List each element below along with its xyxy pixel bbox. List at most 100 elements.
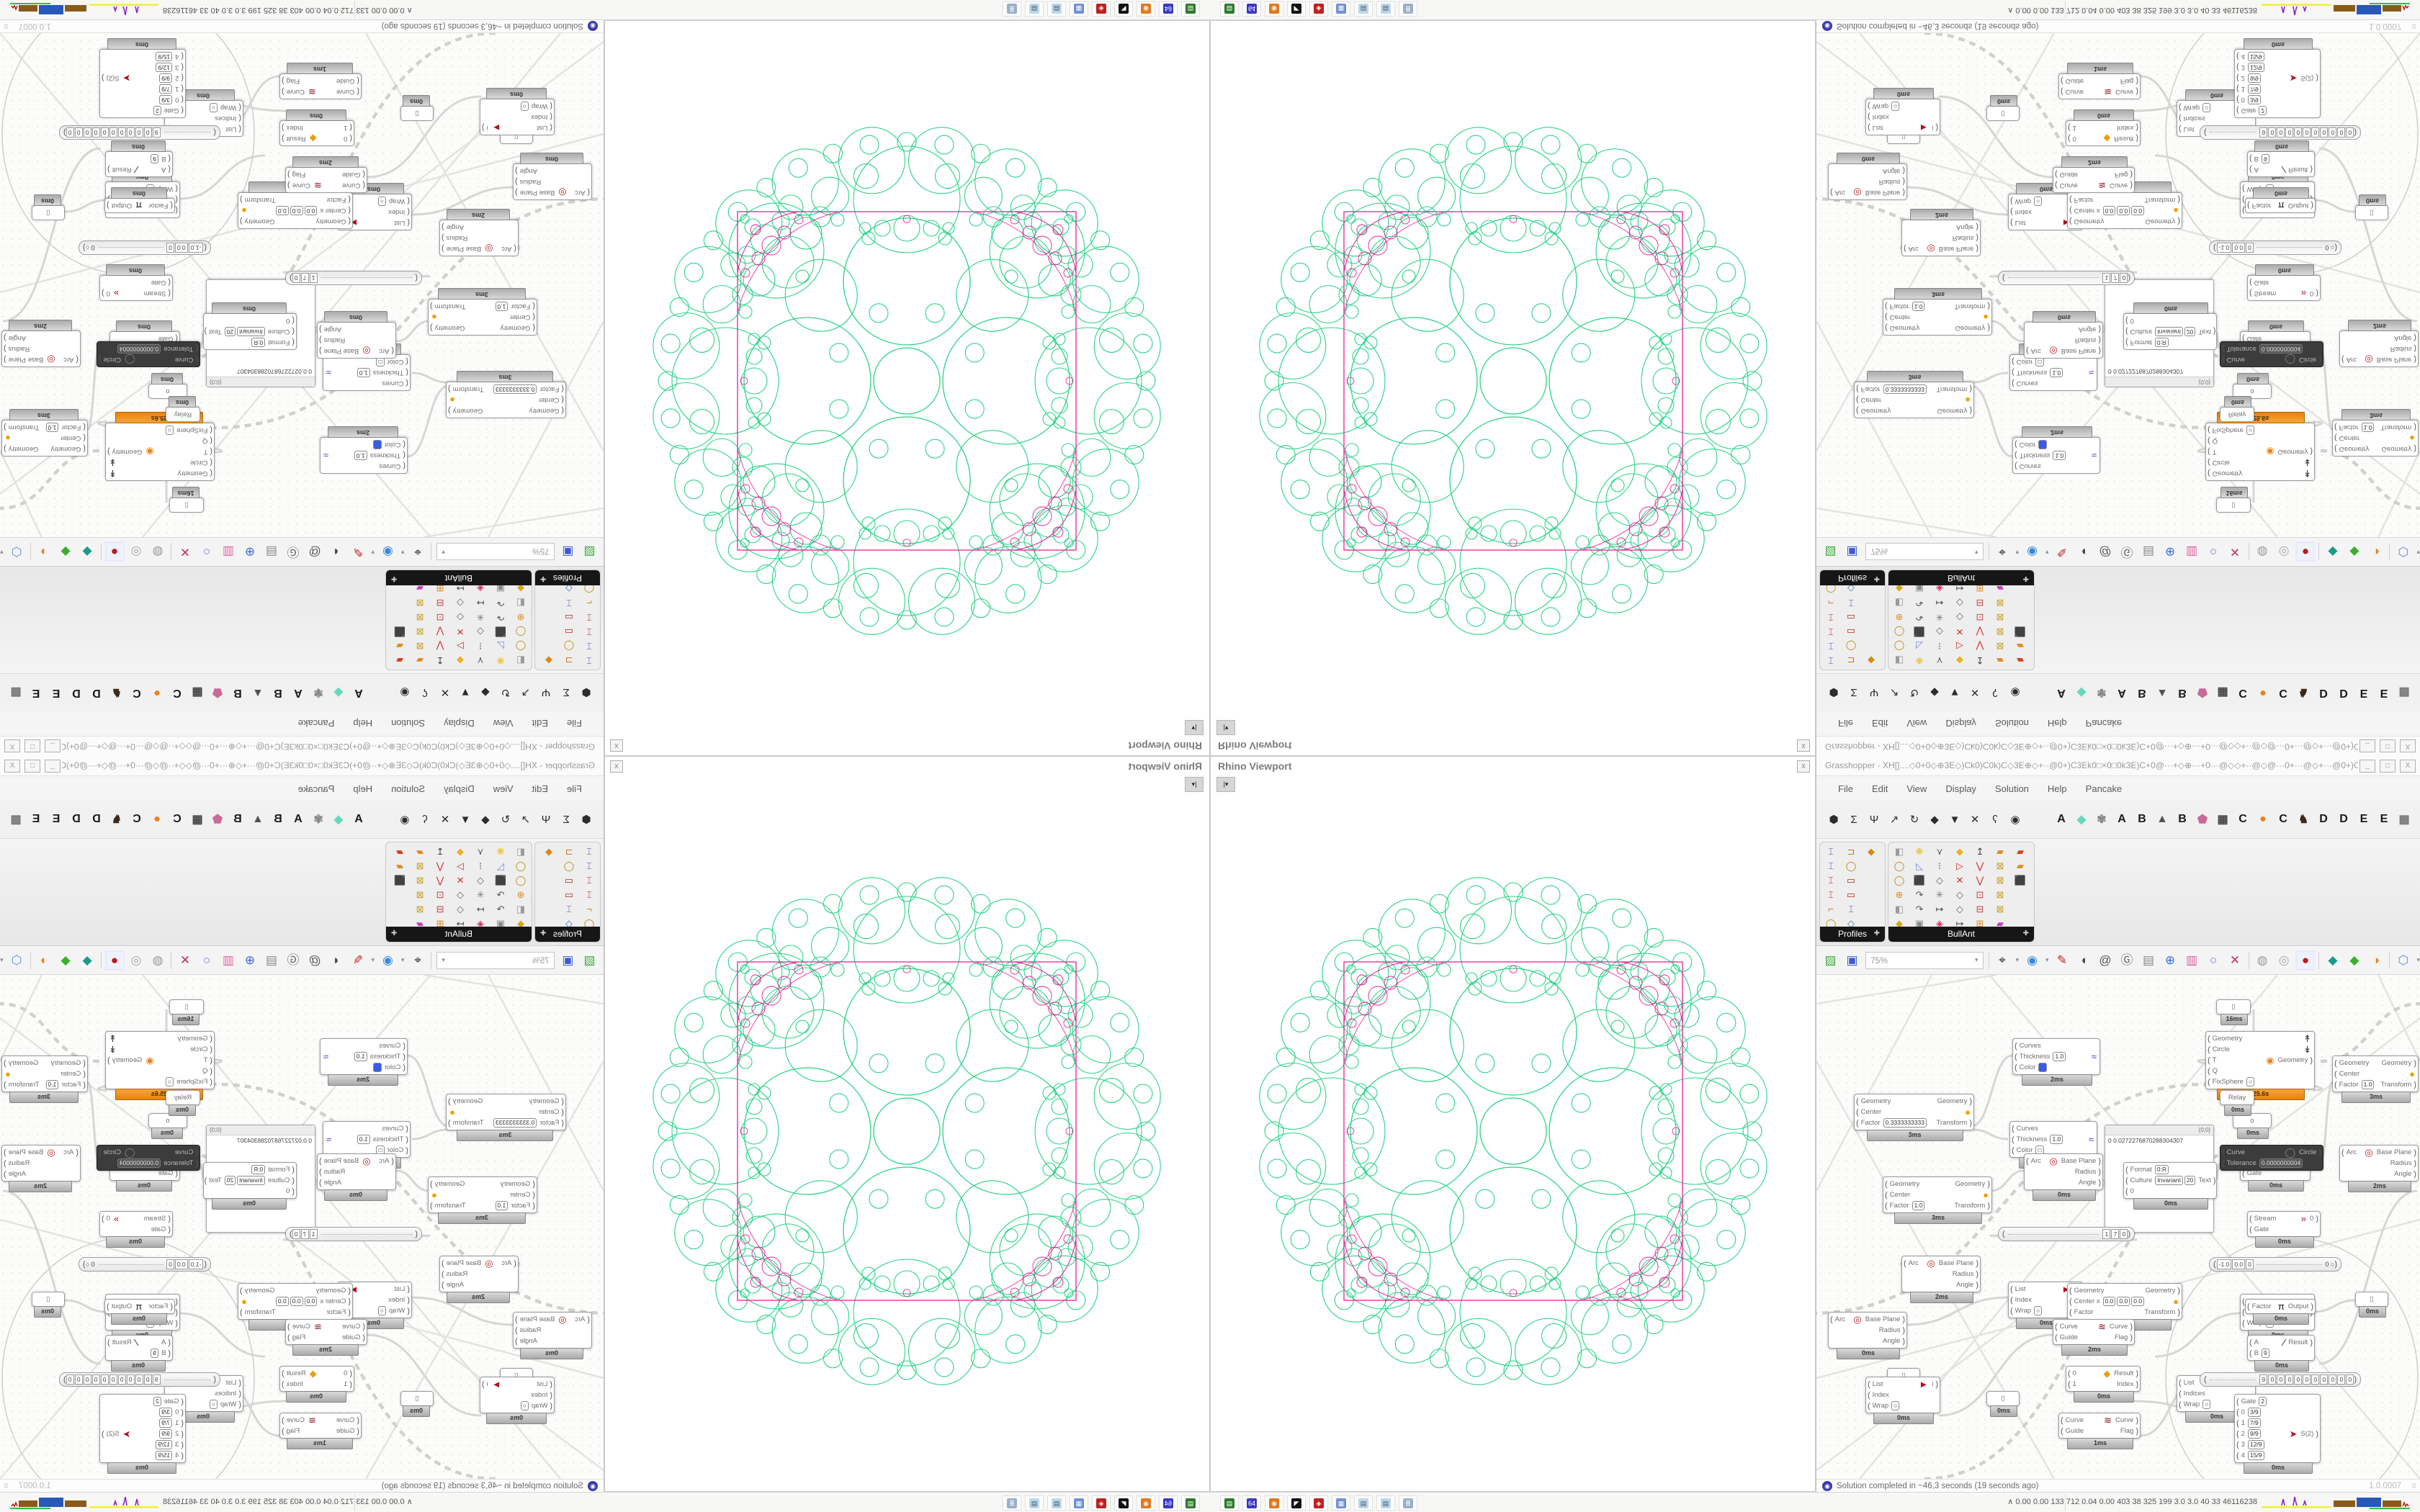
menu-item-file[interactable]: File (567, 783, 582, 794)
component-icon[interactable]: ⌐ (586, 598, 592, 608)
component-icon[interactable]: ⌶ (1828, 655, 1834, 666)
component-icon[interactable]: ↦ (1935, 904, 1944, 914)
gh-param-tab-8[interactable]: ʕ (422, 813, 428, 826)
gh-plugin-tab-14[interactable]: D (2339, 813, 2348, 825)
expand-icon[interactable]: ✚ (391, 575, 398, 582)
ring-display-icon[interactable]: ◎ (2278, 953, 2290, 967)
gh-plugin-tab-13[interactable]: D (2319, 813, 2328, 825)
component-icon[interactable]: ◧ (516, 846, 526, 857)
red-display-icon[interactable]: ● (2295, 541, 2316, 562)
taskbar[interactable]: ▤ 64 ◉ ◤ ◈ ▦ ▤ ▤ ≣ ∧ 0.00 0.00 133 712 0.04 0.00… (0, 1492, 1210, 1512)
component-icon[interactable]: ◇ (457, 598, 464, 608)
gh-param-tab-9[interactable]: ◉ (400, 814, 410, 826)
chevron-down-icon[interactable]: ▾ (0, 956, 4, 963)
gh-titlebar[interactable]: Grasshopper - XH[]....◇0+0◇⊕3E◇)Ck0)C0k)… (1816, 736, 2420, 756)
ribbon-group-label[interactable]: BullAnt ✚ (1888, 570, 2034, 585)
gh-plugin-tab-7[interactable]: ⬟ (2197, 814, 2208, 826)
gh-plugin-tab-16[interactable]: E (32, 687, 40, 699)
component-icon[interactable]: ⊡ (1976, 612, 1984, 623)
drive-icon[interactable]: ▤ (1220, 1495, 1239, 1511)
component-icon[interactable]: ▰ (2017, 846, 2024, 857)
component-icon[interactable]: ⌶ (1828, 875, 1834, 886)
scroll-icon[interactable]: ≣ (1399, 1495, 1417, 1511)
gh-param-tab-6[interactable]: ▼ (1949, 686, 1960, 699)
component-icon[interactable]: ↥ (1976, 846, 1984, 857)
gh-node-pick-0ms[interactable]: (0 ◆ Result)(1 Index) 0ms (279, 1366, 354, 1403)
lightbulb-icon[interactable]: ○ (2209, 953, 2218, 967)
gh-node-pi-node[interactable]: (Factor π Output) 0ms (104, 187, 175, 213)
component-icon[interactable]: ⊐ (565, 846, 573, 857)
gh-plugin-tab-16[interactable]: E (2380, 813, 2388, 825)
floppy64-icon[interactable]: 64 (1242, 1, 1261, 17)
gh-node-relay16[interactable]: ▯ 16ms (2216, 487, 2251, 513)
component-icon[interactable] (540, 595, 557, 610)
component-icon[interactable] (1863, 639, 1880, 653)
gh-titlebar[interactable]: Grasshopper - XH[]....◇0+0◇⊕3E◇)Ck0)C0k)… (0, 756, 604, 776)
gh-plugin-tab-3[interactable]: A (2118, 813, 2126, 825)
component-icon[interactable]: ⊟ (436, 904, 444, 914)
zoom-extents-icon[interactable]: ⌖ (1999, 953, 2006, 967)
viewport-menu-button[interactable]: |▾ (1216, 777, 1235, 792)
zoom-combo[interactable]: 75% ▾ (1865, 543, 1984, 561)
minimize-icon[interactable]: _ (45, 760, 60, 773)
gh-node-dark-circle[interactable]: (Curve ◯ Circle)(Tolerance 0.0000000004 (2220, 1145, 2323, 1171)
gh-node-darc-3[interactable]: (Arc ◎ Base Plane) Radius) Angle) 2ms (1901, 1256, 1981, 1303)
chevron-down-icon[interactable]: ▾ (371, 549, 375, 556)
component-icon[interactable]: ⬛ (393, 626, 406, 637)
gh-node-darc-2[interactable]: (Arc ◎ Base Plane) Radius) Angle) 2ms (2339, 320, 2419, 367)
gh-node-flip-2ms[interactable]: (Curve ≋ Curve)(Guide Flag) 2ms (285, 1319, 367, 1356)
grasshopper-window[interactable]: Grasshopper - XH[]....◇0+0◇⊕3E◇)Ck0)C0k)… (1816, 756, 2420, 1492)
gem-green-icon[interactable]: ◆ (60, 953, 71, 967)
gh-node-sphere-cluster[interactable]: (Geometry ↟(Circle ↡(T ◉ Geometry)(Q(FixSphe… (105, 1031, 215, 1100)
gh-node-pi-node[interactable]: (Factor π Output) 0ms (2245, 1299, 2316, 1325)
component-icon[interactable]: ▰ (396, 655, 403, 666)
calculator-icon[interactable]: ▦ (1332, 1495, 1350, 1511)
gh-node-darc-3[interactable]: (Arc ◎ Base Plane) Radius) Angle) 2ms (439, 1256, 519, 1303)
menu-item-help[interactable]: Help (2047, 718, 2067, 729)
chevron-down-icon[interactable]: ▾ (2045, 956, 2049, 963)
component-icon[interactable]: ⁝ (478, 860, 483, 871)
gh-param-tab-4[interactable]: ↻ (1909, 686, 1919, 698)
window-icon[interactable]: ▤ (265, 545, 277, 559)
component-icon[interactable] (540, 624, 557, 639)
gh-node-darc-4[interactable]: (Arc ◎ Base Plane) Radius) Angle) 0ms (513, 1312, 592, 1359)
gh-plugin-tab-6[interactable]: B (233, 687, 242, 699)
gh-param-tab-8[interactable]: ʕ (422, 686, 428, 699)
component-icon[interactable]: ◺ (497, 860, 504, 871)
component-icon[interactable]: ◯ (1825, 918, 1837, 929)
gh-node-format-node[interactable]: (Format 0:R(Culture Invariant 20 Text)(0 0ms (203, 1162, 297, 1210)
gh-plugin-tab-17[interactable]: ▩ (10, 814, 22, 826)
component-icon[interactable]: ⊠ (1996, 598, 2004, 608)
component-icon[interactable]: ❋ (496, 846, 505, 857)
component-icon[interactable]: ▭ (1846, 875, 1856, 886)
component-icon[interactable]: ⁝ (1937, 641, 1942, 652)
gh-node-geo-center[interactable]: (Geometry Geometry)(Center x 0.0 0.0 0.0 ●(Fa… (238, 1283, 353, 1331)
component-icon[interactable]: ⋁ (1976, 860, 1984, 871)
gh-canvas[interactable]: ▯ 16ms(Curves(Thickness 1.0 ≈(Color ■ 2ms(Geo… (1816, 33, 2420, 537)
gh-node-flip-2ms[interactable]: (Curve ≋ Curve)(Guide Flag) 2ms (285, 156, 367, 193)
gh-node-relay-c[interactable]: ▯ 0ms (32, 194, 65, 220)
gh-number-slider[interactable]: (1 7 0) (1998, 1227, 2135, 1241)
component-icon[interactable] (1863, 873, 1880, 888)
gh-node-gate-s2[interactable]: (Gate 2(0 3/9(1 7/9(2 9/9 ➤ S(2))(3 12/9(4 15/9 0… (99, 1394, 186, 1474)
red-badge-icon[interactable]: ◈ (1092, 1495, 1111, 1511)
menu-item-view[interactable]: View (1906, 718, 1927, 729)
sketch-pen-icon[interactable]: ✎ (352, 545, 364, 559)
component-icon[interactable]: ↷ (496, 889, 505, 900)
menu-item-file[interactable]: File (1838, 718, 1853, 729)
menu-item-edit[interactable]: Edit (532, 783, 549, 794)
expand-icon[interactable]: ✚ (540, 575, 547, 582)
component-icon[interactable]: ◇ (1956, 612, 1963, 623)
firefox-icon[interactable]: ◉ (1137, 1, 1155, 17)
gh-plugin-tab-3[interactable]: A (294, 687, 302, 699)
gh-canvas[interactable]: ▯ 16ms(Curves(Thickness 1.0 ≈(Color ■ 2ms(Geo… (1816, 975, 2420, 1479)
gh-node-list-item-l[interactable]: (List ► i)(Index(Wrap ○ 0ms (480, 88, 555, 135)
component-icon[interactable]: ✕ (456, 626, 465, 637)
remote-icon[interactable]: @ (308, 545, 321, 559)
menu-item-help[interactable]: Help (353, 718, 373, 729)
component-icon[interactable]: ⋁ (436, 860, 444, 871)
gh-plugin-tab-10[interactable]: ● (153, 813, 161, 825)
close-icon[interactable]: x (1797, 739, 1810, 752)
gh-node-scale-10b[interactable]: (Geometry Geometry)(Center ●(Factor 1.0 Tran… (1, 409, 88, 456)
component-icon[interactable]: ⊠ (416, 598, 424, 608)
